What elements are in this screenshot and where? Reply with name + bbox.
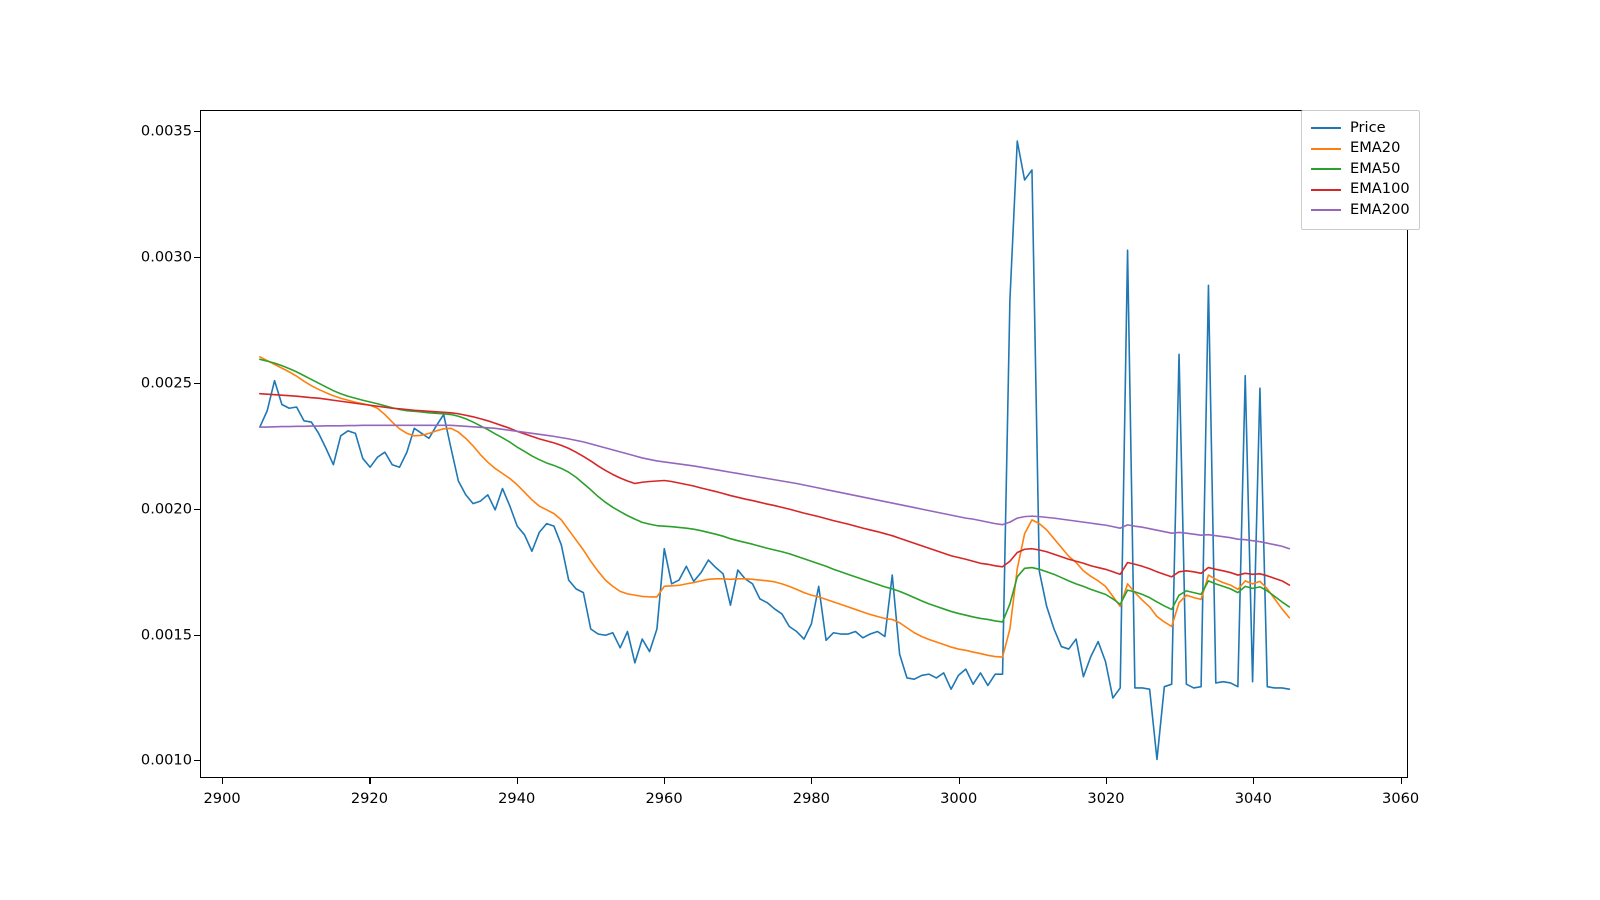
legend-item-price[interactable]: Price (1311, 118, 1410, 139)
series-line-ema50 (259, 358, 1291, 623)
x-tick-mark (664, 778, 666, 784)
series-line-ema100 (259, 392, 1291, 586)
legend-color-swatch (1311, 188, 1341, 191)
legend-item-ema50[interactable]: EMA50 (1311, 159, 1410, 180)
x-tick-mark (369, 778, 371, 784)
legend-color-swatch (1311, 147, 1341, 150)
x-tick-mark (1400, 778, 1402, 784)
y-tick-mark (194, 131, 200, 133)
y-tick-mark (194, 760, 200, 762)
x-tick-label: 2920 (350, 790, 388, 807)
y-tick-label: 0.0030 (140, 248, 192, 266)
x-tick-mark (516, 778, 518, 784)
plot-lines (259, 140, 1291, 761)
x-tick-label: 3060 (1382, 790, 1420, 807)
legend-label: EMA50 (1350, 159, 1401, 177)
x-tick-label: 2960 (645, 790, 683, 807)
x-tick-mark (1253, 778, 1255, 784)
legend-item-ema200[interactable]: EMA200 (1311, 200, 1410, 221)
y-tick-label: 0.0025 (140, 374, 192, 392)
legend-label: Price (1350, 118, 1386, 136)
y-tick-mark (194, 382, 200, 385)
plot-area (200, 110, 1408, 778)
y-tick-mark (194, 508, 200, 510)
x-tick-label: 3040 (1234, 790, 1272, 807)
x-tick-mark (958, 778, 960, 784)
x-tick-mark (222, 778, 224, 784)
y-tick-label: 0.0020 (140, 500, 192, 518)
series-line-price (259, 140, 1291, 761)
legend-color-swatch (1311, 127, 1341, 130)
legend-color-swatch (1311, 168, 1341, 171)
y-tick-mark (194, 634, 200, 636)
x-tick-mark (1106, 778, 1108, 784)
x-tick-label: 2940 (498, 790, 536, 807)
legend-color-swatch (1311, 209, 1341, 212)
x-tick-label: 3000 (940, 790, 978, 807)
legend-label: EMA20 (1350, 139, 1401, 157)
y-tick-label: 0.0035 (140, 122, 192, 140)
x-tick-label: 2980 (792, 790, 830, 807)
series-line-ema200 (259, 424, 1291, 550)
legend-item-ema20[interactable]: EMA20 (1311, 139, 1410, 160)
legend-item-ema100[interactable]: EMA100 (1311, 180, 1410, 201)
y-tick-label: 0.0010 (140, 751, 192, 769)
series-line-ema20 (259, 356, 1291, 658)
y-tick-label: 0.0015 (140, 626, 192, 644)
chart-legend: Price EMA20 EMA50 EMA100 EMA200 (1301, 110, 1420, 230)
x-tick-mark (811, 778, 813, 784)
legend-label: EMA100 (1350, 180, 1410, 198)
x-tick-label: 3020 (1087, 790, 1125, 807)
x-tick-label: 2900 (203, 790, 241, 807)
y-tick-mark (194, 257, 200, 259)
legend-label: EMA200 (1350, 200, 1410, 218)
